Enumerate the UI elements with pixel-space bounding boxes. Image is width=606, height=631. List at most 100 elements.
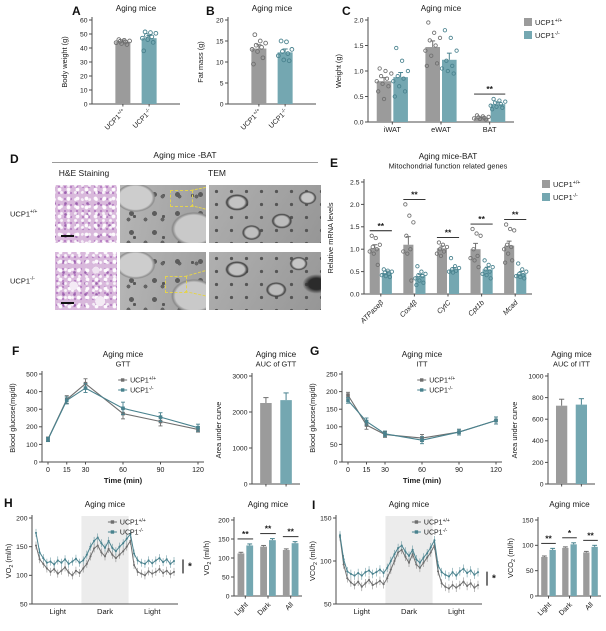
svg-text:UCP1-/-: UCP1-/- <box>424 528 448 537</box>
panel-i-label: I <box>312 498 316 512</box>
tem-header: TEM <box>208 168 226 178</box>
svg-text:UCP1+/+: UCP1+/+ <box>429 376 455 385</box>
B-svg: Aging mice 0 5 10 15 20 Fat mass (g) UCP1+/+ UCP… <box>196 4 316 132</box>
svg-text:Time (min): Time (min) <box>403 476 442 485</box>
panel-a-label: A <box>72 4 81 18</box>
svg-text:150: 150 <box>326 407 338 414</box>
svg-text:0: 0 <box>334 459 338 466</box>
svg-text:Aging mice: Aging mice <box>252 4 293 13</box>
svg-text:Weight (g): Weight (g) <box>334 54 343 88</box>
svg-text:1000: 1000 <box>232 445 247 452</box>
svg-text:200: 200 <box>326 389 338 396</box>
svg-text:0: 0 <box>530 593 534 600</box>
svg-text:BAT: BAT <box>483 125 497 134</box>
I_BAR-svg: Aging mice 0 50 100 150 VCO2 (ml/h) Light ** Dar… <box>506 500 601 617</box>
svg-text:2.5: 2.5 <box>350 179 360 186</box>
svg-text:500: 500 <box>26 371 38 378</box>
svg-text:100: 100 <box>326 424 338 431</box>
svg-text:0.0: 0.0 <box>350 291 360 298</box>
svg-text:**: ** <box>486 84 493 94</box>
svg-text:30: 30 <box>80 59 88 66</box>
panel-d-histology: Aging mice -BAT H&E Staining TEM UCP1+/+… <box>8 148 321 318</box>
svg-text:VO2 (ml/h): VO2 (ml/h) <box>4 544 15 579</box>
svg-text:0: 0 <box>226 593 230 600</box>
svg-text:2.0: 2.0 <box>354 17 364 24</box>
svg-text:UCP1+/+: UCP1+/+ <box>239 107 264 132</box>
svg-text:10: 10 <box>216 59 224 66</box>
svg-text:0: 0 <box>84 101 88 108</box>
svg-text:UCP1-/-: UCP1-/- <box>130 386 154 395</box>
svg-text:800: 800 <box>532 395 544 402</box>
svg-text:AUC of GTT: AUC of GTT <box>256 360 297 369</box>
svg-text:Blood glucose(mg/dl): Blood glucose(mg/dl) <box>8 383 17 452</box>
svg-text:50: 50 <box>526 568 534 575</box>
svg-text:eWAT: eWAT <box>431 125 451 134</box>
svg-text:0: 0 <box>346 467 350 474</box>
svg-text:Dark: Dark <box>401 607 417 616</box>
svg-text:0.0: 0.0 <box>354 119 364 126</box>
svg-text:150: 150 <box>320 515 332 522</box>
svg-text:Light: Light <box>232 600 249 617</box>
svg-text:1.5: 1.5 <box>350 224 360 231</box>
svg-text:**: ** <box>587 530 594 540</box>
svg-text:1.0: 1.0 <box>350 247 360 254</box>
svg-text:0: 0 <box>34 459 38 466</box>
A-svg: Aging mice 0 10 20 30 40 50 60 Body weight (g) UC… <box>60 4 180 132</box>
svg-text:VCO2 (ml/h): VCO2 (ml/h) <box>308 541 319 581</box>
svg-text:15: 15 <box>216 38 224 45</box>
roi-box <box>164 276 188 294</box>
svg-text:150: 150 <box>16 544 28 551</box>
svg-text:ATPaseβ: ATPaseβ <box>358 298 386 326</box>
panel-d-column-headers: H&E Staining TEM <box>52 168 318 178</box>
svg-text:CytC: CytC <box>435 297 453 315</box>
svg-text:0: 0 <box>244 481 248 488</box>
svg-text:Area under curve: Area under curve <box>510 402 519 459</box>
svg-text:Body weight (g): Body weight (g) <box>60 36 69 87</box>
svg-text:30: 30 <box>381 467 389 474</box>
svg-text:50: 50 <box>330 442 338 449</box>
svg-text:60: 60 <box>80 17 88 24</box>
svg-text:Cox4β: Cox4β <box>398 298 419 319</box>
I_VCO2-svg: Aging mice 50 100 150 VCO2 (ml/h) Light Dark Li… <box>308 500 496 616</box>
roi-connector <box>185 270 206 278</box>
itt-auc-chart: Aging mice AUC of ITT 0 200 400 600 800 1000 Are… <box>508 348 605 494</box>
svg-text:150: 150 <box>522 517 534 524</box>
svg-text:200: 200 <box>16 515 28 522</box>
svg-text:2000: 2000 <box>232 409 247 416</box>
ko-row-label: UCP1-/- <box>10 276 35 286</box>
svg-text:**: ** <box>545 533 552 543</box>
svg-text:Area under curve: Area under curve <box>214 402 223 459</box>
gtt-line-chart: Aging mice GTT 0 100 200 300 400 500 Blood gluco… <box>6 348 210 494</box>
svg-text:ITT: ITT <box>416 360 428 369</box>
svg-text:90: 90 <box>455 467 463 474</box>
svg-text:200: 200 <box>218 517 230 524</box>
ko-image-row: UCP1-/- <box>8 252 321 310</box>
svg-text:Time (min): Time (min) <box>104 476 143 485</box>
svg-text:UCP1+/+: UCP1+/+ <box>424 518 450 527</box>
svg-text:AUC of ITT: AUC of ITT <box>553 360 590 369</box>
svg-text:*: * <box>492 574 496 585</box>
svg-text:200: 200 <box>532 460 544 467</box>
tem-image-ko <box>120 252 206 310</box>
roi-connector <box>185 291 206 297</box>
svg-text:**: ** <box>265 524 272 534</box>
svg-text:100: 100 <box>26 442 38 449</box>
svg-text:Aging mice: Aging mice <box>248 500 289 509</box>
svg-text:**: ** <box>478 214 485 224</box>
svg-text:Aging mice: Aging mice <box>549 500 590 509</box>
svg-text:Aging mice: Aging mice <box>85 500 126 509</box>
panel-g-label: G <box>310 344 320 358</box>
svg-text:15: 15 <box>363 467 371 474</box>
panel-e-label: E <box>330 156 339 170</box>
svg-text:Light: Light <box>50 607 67 616</box>
svg-text:90: 90 <box>157 467 165 474</box>
svg-text:60: 60 <box>418 467 426 474</box>
he-image-ko <box>55 252 117 310</box>
svg-text:400: 400 <box>532 438 544 445</box>
svg-text:20: 20 <box>80 73 88 80</box>
svg-text:10: 10 <box>80 87 88 94</box>
svg-text:120: 120 <box>490 467 502 474</box>
svg-text:VO2 (ml/h): VO2 (ml/h) <box>202 541 213 576</box>
svg-text:Mcad: Mcad <box>501 297 521 317</box>
svg-text:0.5: 0.5 <box>350 269 360 276</box>
